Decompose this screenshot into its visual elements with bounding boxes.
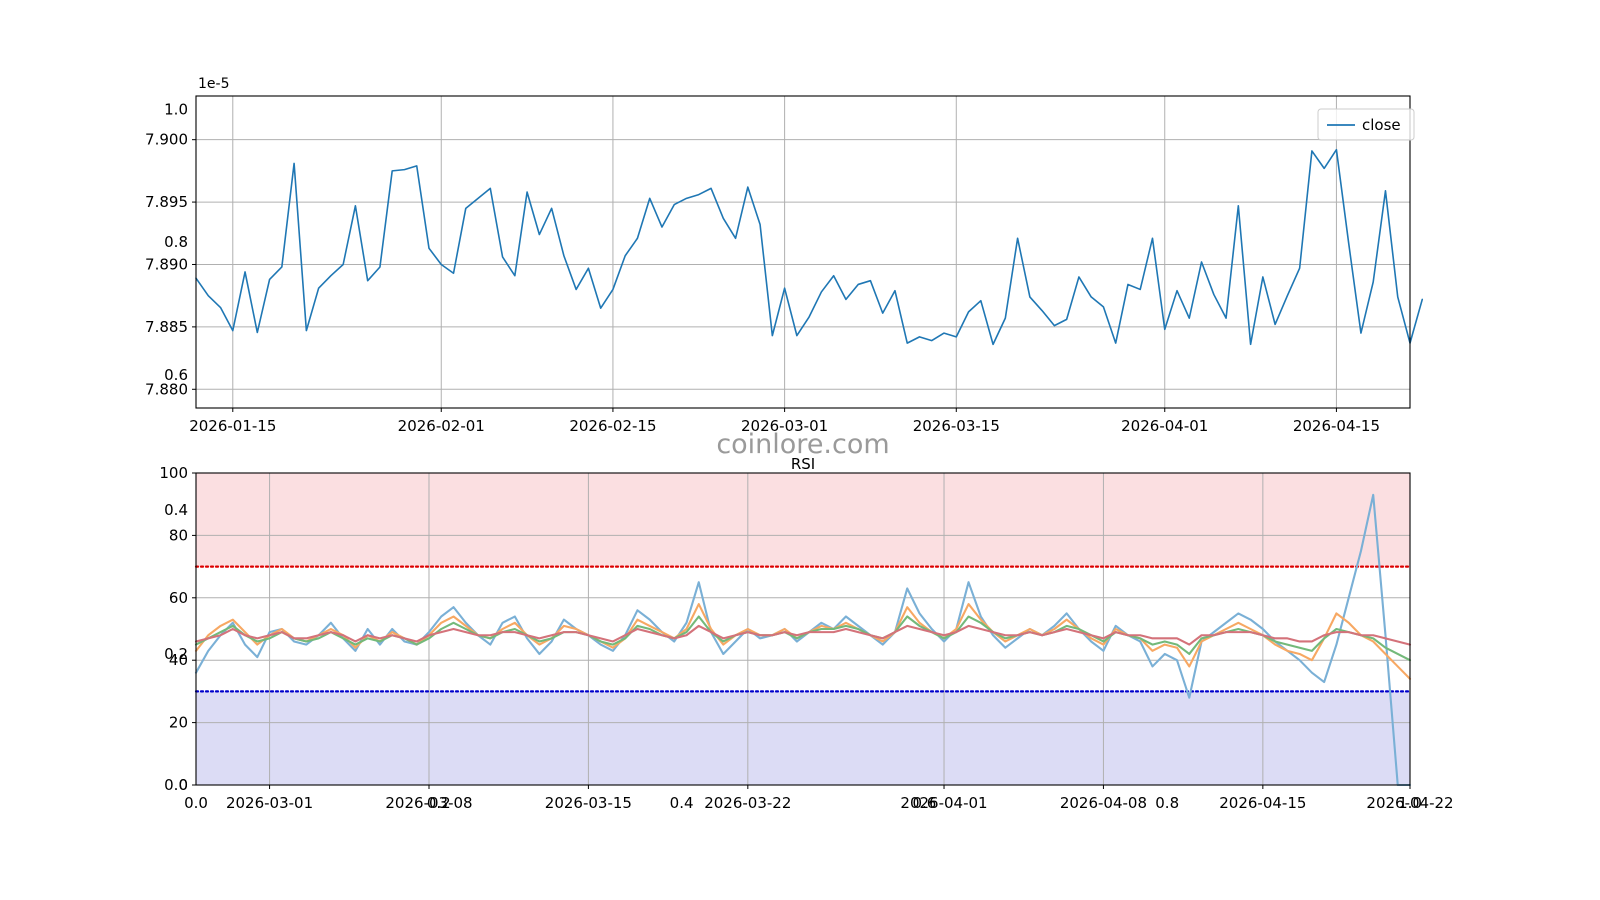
rsi-secondary-xtick-label: 0.6 bbox=[912, 794, 936, 812]
rsi-xtick-label: 2026-04-08 bbox=[1060, 794, 1147, 812]
price-xtick-label: 2026-02-15 bbox=[569, 417, 656, 435]
price-ytick-label: 7.895 bbox=[145, 193, 188, 211]
rsi-xtick-label: 2026-03-01 bbox=[226, 794, 313, 812]
watermark-text: coinlore.com bbox=[716, 429, 889, 460]
price-secondary-ytick-label: 0.8 bbox=[164, 233, 188, 251]
rsi-panel-title: RSI bbox=[791, 455, 815, 473]
rsi-secondary-xtick-label: 0.4 bbox=[670, 794, 694, 812]
price-legend[interactable]: close bbox=[1317, 108, 1415, 141]
rsi-xtick-label: 2026-04-01 bbox=[900, 794, 987, 812]
rsi-ytick-label: 60 bbox=[169, 589, 188, 607]
rsi-xtick-label: 2026-04-22 bbox=[1366, 794, 1453, 812]
price-panel: 7.880 7.885 7.890 7.895 7.900 1e-5 0.6 0.8 1.0 20… bbox=[145, 76, 1424, 435]
rsi-42-line bbox=[194, 624, 1412, 646]
price-xtick-label: 2026-03-01 bbox=[741, 417, 828, 435]
price-xtick-label: 2026-04-15 bbox=[1293, 417, 1380, 435]
rsi-xtick-label: 2026-03-15 bbox=[545, 794, 632, 812]
rsi-ytick-label: 20 bbox=[169, 714, 188, 732]
price-secondary-ytick-label: 1.0 bbox=[164, 100, 188, 118]
overbought-zone bbox=[196, 473, 1410, 567]
rsi-xtick-label: 2026-03-08 bbox=[385, 794, 472, 812]
rsi-ytick-label: 40 bbox=[169, 651, 188, 669]
price-xtick-label: 2026-04-01 bbox=[1121, 417, 1208, 435]
price-ytick-label: 7.885 bbox=[145, 318, 188, 336]
oversold-zone bbox=[196, 691, 1410, 785]
rsi-panel: 0 20 40 60 80 100 0.0 0.2 0.4 2026-03-01 2026-03-0… bbox=[159, 464, 1453, 812]
price-axes-frame bbox=[195, 95, 1411, 409]
price-legend-box bbox=[1317, 108, 1415, 141]
price-secondary-ytick-label: 0.6 bbox=[164, 366, 188, 384]
price-xtick-label: 2026-03-15 bbox=[913, 417, 1000, 435]
rsi-xtick-label: 2026-04-15 bbox=[1219, 794, 1306, 812]
price-ytick-label: 7.880 bbox=[145, 380, 188, 398]
rsi-ytick-label: 0 bbox=[178, 776, 188, 794]
rsi-secondary-ytick-label: 0.2 bbox=[164, 645, 188, 663]
price-ytick-label: 7.890 bbox=[145, 255, 188, 273]
rsi-ytick-label: 100 bbox=[159, 464, 188, 482]
price-legend-label-close: close bbox=[1362, 116, 1401, 134]
rsi-secondary-xtick-label: 1.0 bbox=[1398, 794, 1422, 812]
rsi-secondary-xtick-label: 0.8 bbox=[1155, 794, 1179, 812]
price-y-offset-label: 1e-5 bbox=[198, 76, 229, 92]
rsi-secondary-ytick-label: 0.4 bbox=[164, 501, 188, 519]
close-price-line bbox=[195, 148, 1424, 346]
price-ytick-label: 7.900 bbox=[145, 131, 188, 149]
price-xtick-label: 2026-01-15 bbox=[189, 417, 276, 435]
rsi-axes-frame bbox=[195, 472, 1411, 786]
rsi-secondary-xtick-label: 0.0 bbox=[184, 794, 208, 812]
rsi-secondary-xtick-label: 0.2 bbox=[427, 794, 451, 812]
rsi-ytick-label: 80 bbox=[169, 526, 188, 544]
rsi-secondary-ytick-label: 0.0 bbox=[164, 776, 188, 794]
rsi-xtick-label: 2026-03-22 bbox=[704, 794, 791, 812]
price-xtick-label: 2026-02-01 bbox=[398, 417, 485, 435]
